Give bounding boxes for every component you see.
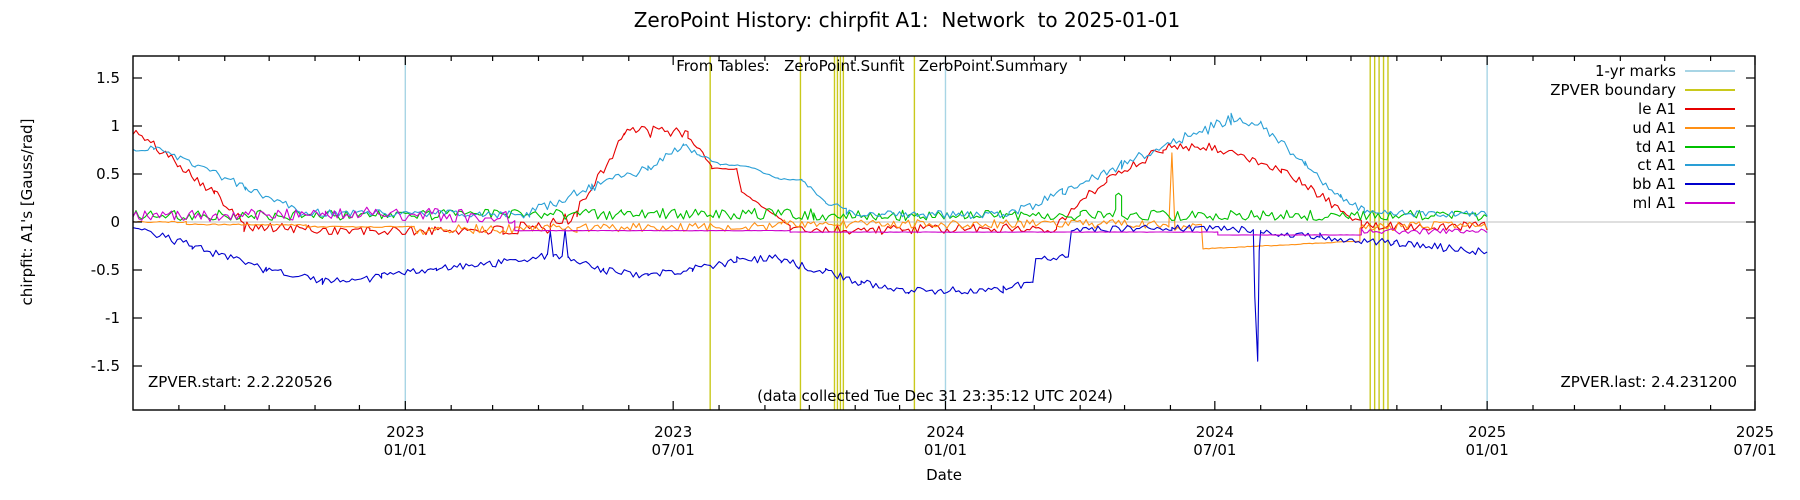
x-tick-label: 2023 07/01 <box>651 423 695 459</box>
legend-item-label: bb A1 <box>1632 175 1676 194</box>
legend-line-sample <box>1685 183 1735 186</box>
x-axis-label: Date <box>926 466 962 484</box>
y-tick-label: 0.5 <box>96 165 120 183</box>
legend-line-sample <box>1685 89 1735 92</box>
y-tick-label: 0 <box>110 213 120 231</box>
y-tick-label: -0.5 <box>90 261 120 279</box>
series-ct-A1-line <box>132 112 1488 220</box>
y-tick-label: -1 <box>105 309 120 327</box>
legend-line-sample <box>1685 164 1735 167</box>
y-tick-label: 1.5 <box>96 69 120 87</box>
legend-item-label: ct A1 <box>1637 156 1676 175</box>
legend-line-sample <box>1685 70 1735 73</box>
legend-item-label: ml A1 <box>1632 193 1676 212</box>
legend-item-label: ZPVER boundary <box>1550 81 1676 100</box>
legend-item-ZPVER-boundary: ZPVER boundary <box>1550 81 1735 100</box>
legend-item-td-A1: td A1 <box>1550 137 1735 156</box>
series-ud-A1-line <box>132 152 1488 250</box>
x-tick-label: 2024 01/01 <box>923 423 968 459</box>
y-tick-label: 1 <box>110 117 120 135</box>
legend-item-label: ud A1 <box>1632 118 1676 137</box>
from-tables-note: From Tables: ZeroPoint.Sunfit ZeroPoint.… <box>676 57 1068 75</box>
zpver-last-note: ZPVER.last: 2.4.231200 <box>1560 373 1737 391</box>
legend-item-le-A1: le A1 <box>1550 100 1735 119</box>
x-tick-label: 2025 01/01 <box>1465 423 1509 459</box>
legend-item-ud-A1: ud A1 <box>1550 118 1735 137</box>
series-ml-A1-line <box>132 206 1488 236</box>
legend-item-label: le A1 <box>1638 99 1676 118</box>
y-tick-label: -1.5 <box>90 357 120 375</box>
legend-line-sample <box>1685 201 1735 204</box>
legend-item-label: 1-yr marks <box>1595 62 1676 81</box>
legend-item-bb-A1: bb A1 <box>1550 175 1735 194</box>
plot-border <box>132 55 1756 411</box>
x-tick-label: 2024 07/01 <box>1193 423 1237 459</box>
x-tick-label: 2025 07/01 <box>1733 423 1777 459</box>
x-tick-label: 2023 01/01 <box>383 423 427 459</box>
legend-line-sample <box>1685 126 1735 129</box>
series-bb-A1-line <box>132 224 1488 362</box>
legend-line-sample <box>1685 145 1735 148</box>
series-td-A1-line <box>132 192 1488 222</box>
legend-line-sample <box>1685 107 1735 110</box>
legend-item-ml-A1: ml A1 <box>1550 194 1735 213</box>
legend-item-1-yr-marks: 1-yr marks <box>1550 62 1735 81</box>
legend: 1-yr marks ZPVER boundary le A1 ud A1 td A1 c… <box>1550 62 1735 212</box>
legend-item-ct-A1: ct A1 <box>1550 156 1735 175</box>
chart-title: ZeroPoint History: chirpfit A1: Network … <box>633 8 1181 32</box>
data-collected-note: (data collected Tue Dec 31 23:35:12 UTC … <box>757 387 1113 405</box>
legend-item-label: td A1 <box>1636 137 1676 156</box>
zpver-start-note: ZPVER.start: 2.2.220526 <box>148 373 333 391</box>
